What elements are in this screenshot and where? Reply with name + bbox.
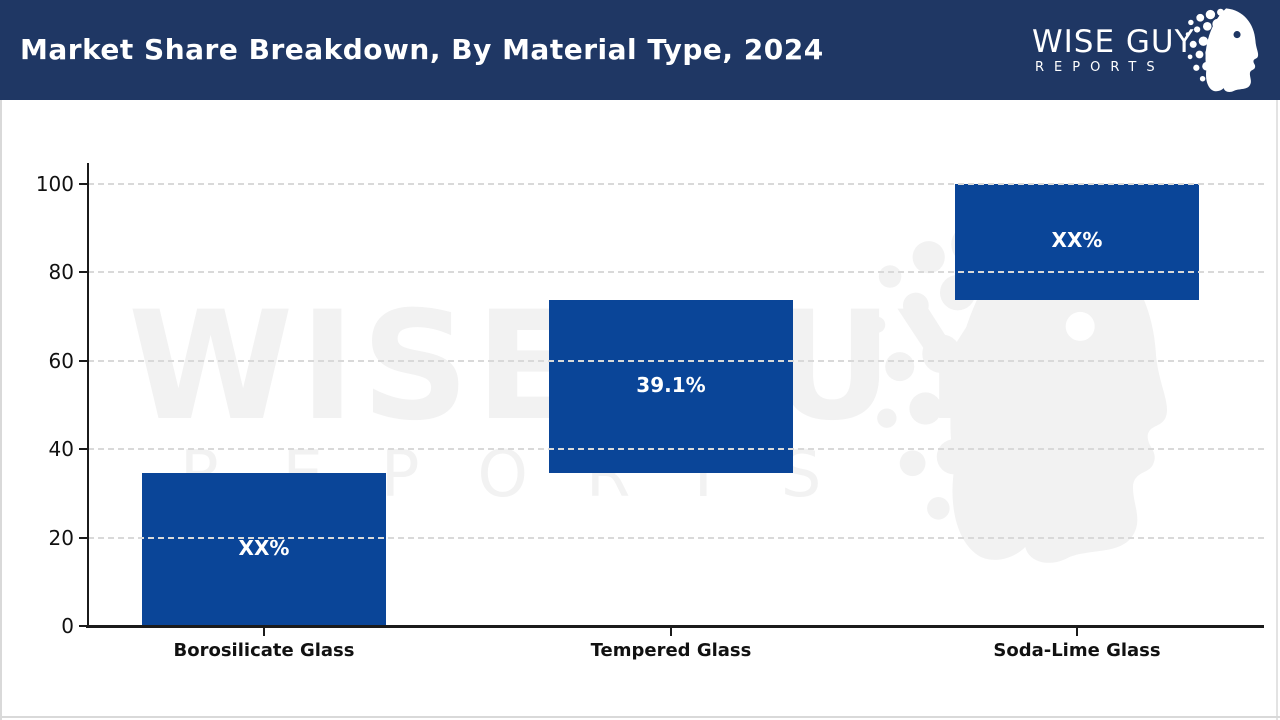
y-tick xyxy=(79,536,88,539)
page-title: Market Share Breakdown, By Material Type… xyxy=(20,33,824,66)
x-axis-spine xyxy=(86,625,1264,628)
frame-border-right xyxy=(1276,100,1278,720)
bar xyxy=(549,300,793,474)
y-tick xyxy=(79,271,88,274)
frame-border-bottom xyxy=(0,716,1280,718)
y-tick-label: 0 xyxy=(61,614,74,638)
x-tick-label: Tempered Glass xyxy=(590,640,752,661)
bar-value-label: 39.1% xyxy=(636,372,706,397)
gridline xyxy=(88,271,1264,274)
gridline xyxy=(88,448,1264,451)
x-tick xyxy=(263,627,265,636)
y-tick-label: 60 xyxy=(48,348,74,373)
x-tick xyxy=(670,627,672,636)
gridline xyxy=(88,536,1264,539)
y-tick-label: 100 xyxy=(35,172,74,196)
y-tick-label: 80 xyxy=(48,260,74,285)
header: Market Share Breakdown, By Material Type… xyxy=(0,0,1280,100)
x-tick-label: Borosilicate Glass xyxy=(173,640,355,661)
frame-border-left xyxy=(0,100,2,720)
x-tick-label: Soda-Lime Glass xyxy=(993,640,1161,661)
gridline xyxy=(88,183,1264,185)
bar-value-label: XX% xyxy=(1051,228,1103,253)
bar xyxy=(955,184,1199,301)
y-tick xyxy=(79,359,88,362)
y-tick xyxy=(79,183,88,185)
x-tick xyxy=(1076,627,1078,636)
y-axis-spine xyxy=(87,163,89,627)
bar xyxy=(142,473,386,626)
bar-value-label: XX% xyxy=(238,535,290,560)
wiseguy-logo: WISE GUY REPORTS xyxy=(1032,0,1268,100)
y-tick xyxy=(79,625,88,627)
y-tick-label: 20 xyxy=(48,525,74,550)
logo-face-icon xyxy=(1185,8,1259,92)
logo-wordmark: WISE GUY xyxy=(1032,24,1195,60)
y-tick-label: 40 xyxy=(48,437,74,462)
logo-wordmark-reports: REPORTS xyxy=(1035,60,1165,75)
gridline xyxy=(88,359,1264,362)
y-tick xyxy=(79,448,88,451)
